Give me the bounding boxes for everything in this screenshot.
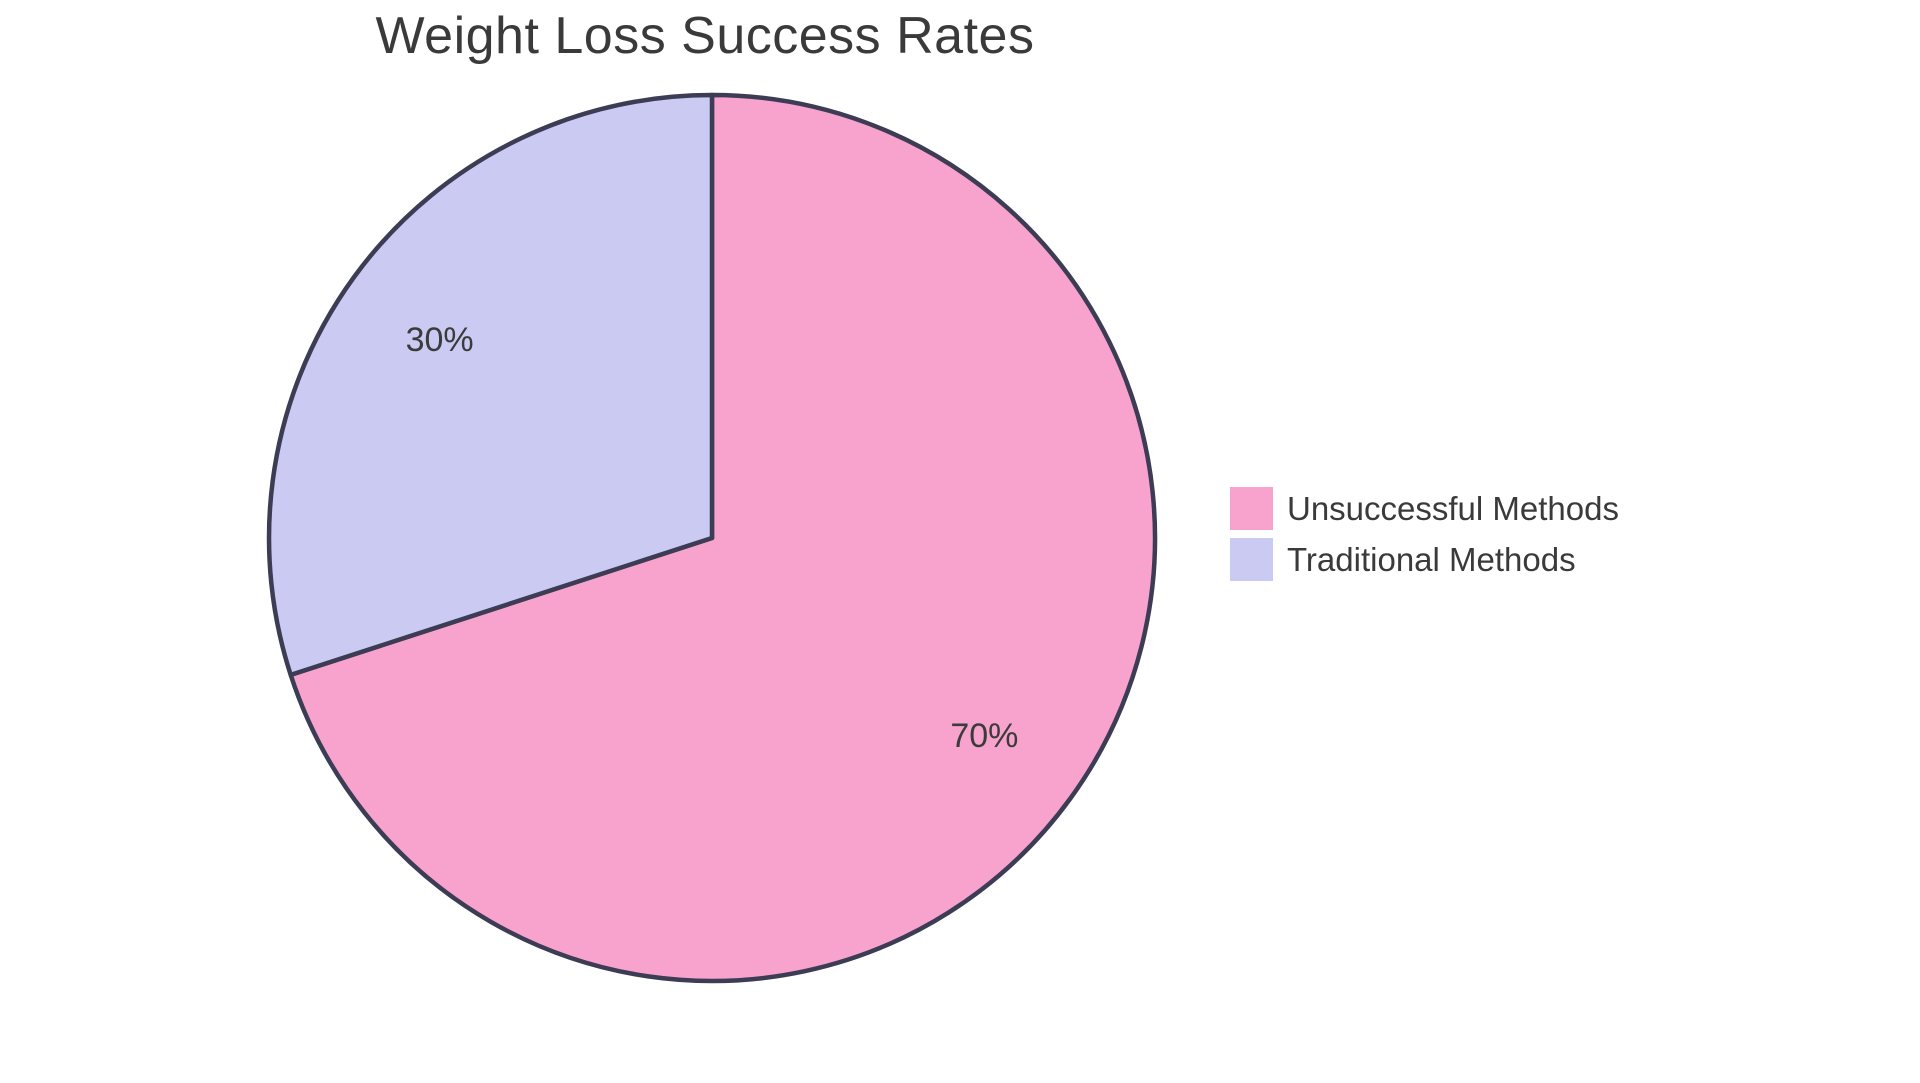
legend-label-unsuccessful-methods: Unsuccessful Methods: [1287, 489, 1619, 527]
pie-slice-unsuccessful-methods[interactable]: [288, 92, 1158, 984]
legend-swatch-traditional-methods: [1230, 538, 1273, 581]
legend: Unsuccessful Methods Traditional Methods: [1230, 487, 1619, 581]
pie-slice-traditional-methods[interactable]: [266, 92, 715, 678]
legend-swatch-unsuccessful-methods: [1230, 487, 1273, 530]
chart-title: Weight Loss Success Rates: [375, 7, 1035, 65]
legend-label-traditional-methods: Traditional Methods: [1287, 540, 1576, 578]
legend-item-unsuccessful-methods: Unsuccessful Methods: [1230, 487, 1619, 530]
slice-label-traditional-methods: 30%: [406, 321, 474, 359]
slice-label-unsuccessful-methods: 70%: [950, 717, 1018, 755]
legend-item-traditional-methods: Traditional Methods: [1230, 538, 1619, 581]
